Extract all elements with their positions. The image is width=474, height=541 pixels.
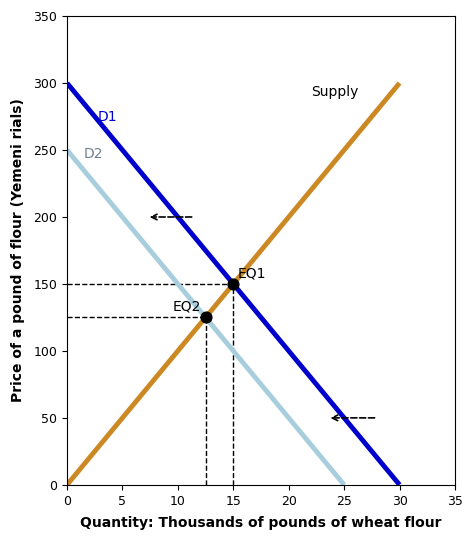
Text: EQ1: EQ1: [238, 266, 266, 280]
Point: [202, 313, 210, 322]
Text: Supply: Supply: [311, 85, 358, 100]
Y-axis label: Price of a pound of flour (Yemeni rials): Price of a pound of flour (Yemeni rials): [11, 98, 25, 403]
Text: D1: D1: [98, 110, 118, 123]
Text: D2: D2: [84, 147, 103, 161]
X-axis label: Quantity: Thousands of pounds of wheat flour: Quantity: Thousands of pounds of wheat f…: [80, 516, 442, 530]
Point: [229, 280, 237, 288]
Text: EQ2: EQ2: [173, 300, 201, 314]
